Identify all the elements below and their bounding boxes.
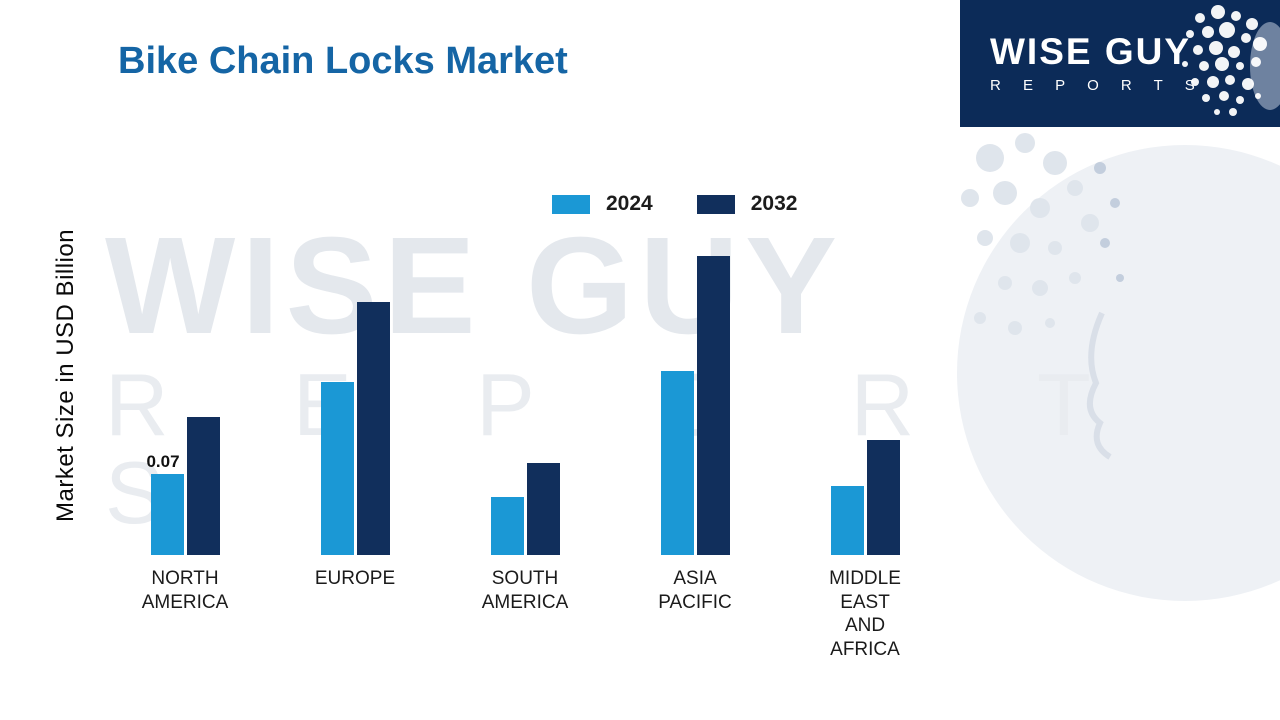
bar-2024-north-america <box>150 474 184 555</box>
logo-wiseguy-text: WISE GUY <box>990 31 1192 72</box>
legend-item-2024: 2024 <box>552 192 653 216</box>
bar-2024-middle-east-and-africa <box>830 486 864 555</box>
category-group: ASIA PACIFIC <box>610 250 780 613</box>
bar-pair <box>490 463 560 555</box>
category-group: EUROPE <box>270 250 440 589</box>
bar-2024-south-america <box>490 497 524 555</box>
category-label: EUROPE <box>314 568 396 589</box>
bar-2024-europe <box>320 382 354 555</box>
legend-label: 2032 <box>750 192 798 215</box>
bar-2032-asia-pacific <box>696 256 730 555</box>
bar-wrap <box>320 382 354 555</box>
bar-wrap: 0.07 <box>146 452 184 555</box>
y-axis-label: Market Size in USD Billion <box>52 228 79 522</box>
bar-pair <box>320 302 390 555</box>
bar-wrap <box>186 417 220 555</box>
logo-face-icon <box>1182 5 1280 116</box>
legend-item-2032: 2032 <box>696 192 798 216</box>
bar-wrap <box>356 302 390 555</box>
value-label: 0.07 <box>146 452 180 471</box>
category-label: SOUTH AMERICA <box>481 568 569 613</box>
bar-pair: 0.07 <box>146 417 220 555</box>
logo-reports-text: R E P O R T S <box>990 77 1204 94</box>
category-group: MIDDLE EAST AND AFRICA <box>780 250 950 660</box>
legend: 2024 2032 <box>552 192 797 216</box>
category-group: 0.07 NORTH AMERICA <box>100 250 270 613</box>
bar-2032-middle-east-and-africa <box>866 440 900 555</box>
legend-swatch <box>552 194 590 214</box>
category-label: NORTH AMERICA <box>141 568 229 613</box>
page-title: Bike Chain Locks Market <box>118 40 568 82</box>
bar-wrap <box>660 371 694 555</box>
bar-2032-south-america <box>526 463 560 555</box>
face-watermark-icon <box>957 133 1280 601</box>
bar-wrap <box>830 486 864 555</box>
bar-pair <box>660 256 730 555</box>
watermark-reports-text: R E P O R T S <box>105 354 1140 536</box>
bar-wrap <box>490 497 524 555</box>
bar-2032-north-america <box>186 417 220 555</box>
legend-label: 2024 <box>606 192 653 215</box>
bar-chart: 0.07 NORTH AMERICA EUROPE SOUTH AMERICA ASIA… <box>100 250 950 660</box>
bar-2032-europe <box>356 302 390 555</box>
bar-wrap <box>696 256 730 555</box>
category-group: SOUTH AMERICA <box>440 250 610 613</box>
legend-swatch <box>696 194 735 214</box>
logo: WISE GUY R E P O R T S <box>960 0 1280 127</box>
category-label: ASIA PACIFIC <box>658 568 732 613</box>
bar-2024-asia-pacific <box>660 371 694 555</box>
bar-wrap <box>866 440 900 555</box>
bar-pair <box>830 440 900 555</box>
bar-wrap <box>526 463 560 555</box>
category-label: MIDDLE EAST AND AFRICA <box>829 568 901 660</box>
